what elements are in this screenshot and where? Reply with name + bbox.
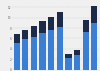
Bar	[65, 54, 71, 58]
Bar	[82, 20, 89, 32]
Bar	[57, 12, 63, 27]
Bar	[22, 39, 28, 70]
Bar	[40, 21, 46, 33]
Bar	[74, 50, 80, 55]
Bar	[22, 30, 28, 39]
Bar	[31, 37, 37, 70]
Bar	[74, 55, 80, 70]
Bar	[57, 27, 63, 70]
Bar	[91, 23, 97, 70]
Bar	[91, 6, 97, 23]
Bar	[14, 34, 20, 43]
Bar	[40, 33, 46, 70]
Bar	[48, 30, 54, 70]
Bar	[14, 43, 20, 70]
Bar	[48, 17, 54, 30]
Bar	[65, 58, 71, 70]
Bar	[82, 32, 89, 70]
Bar	[31, 26, 37, 37]
